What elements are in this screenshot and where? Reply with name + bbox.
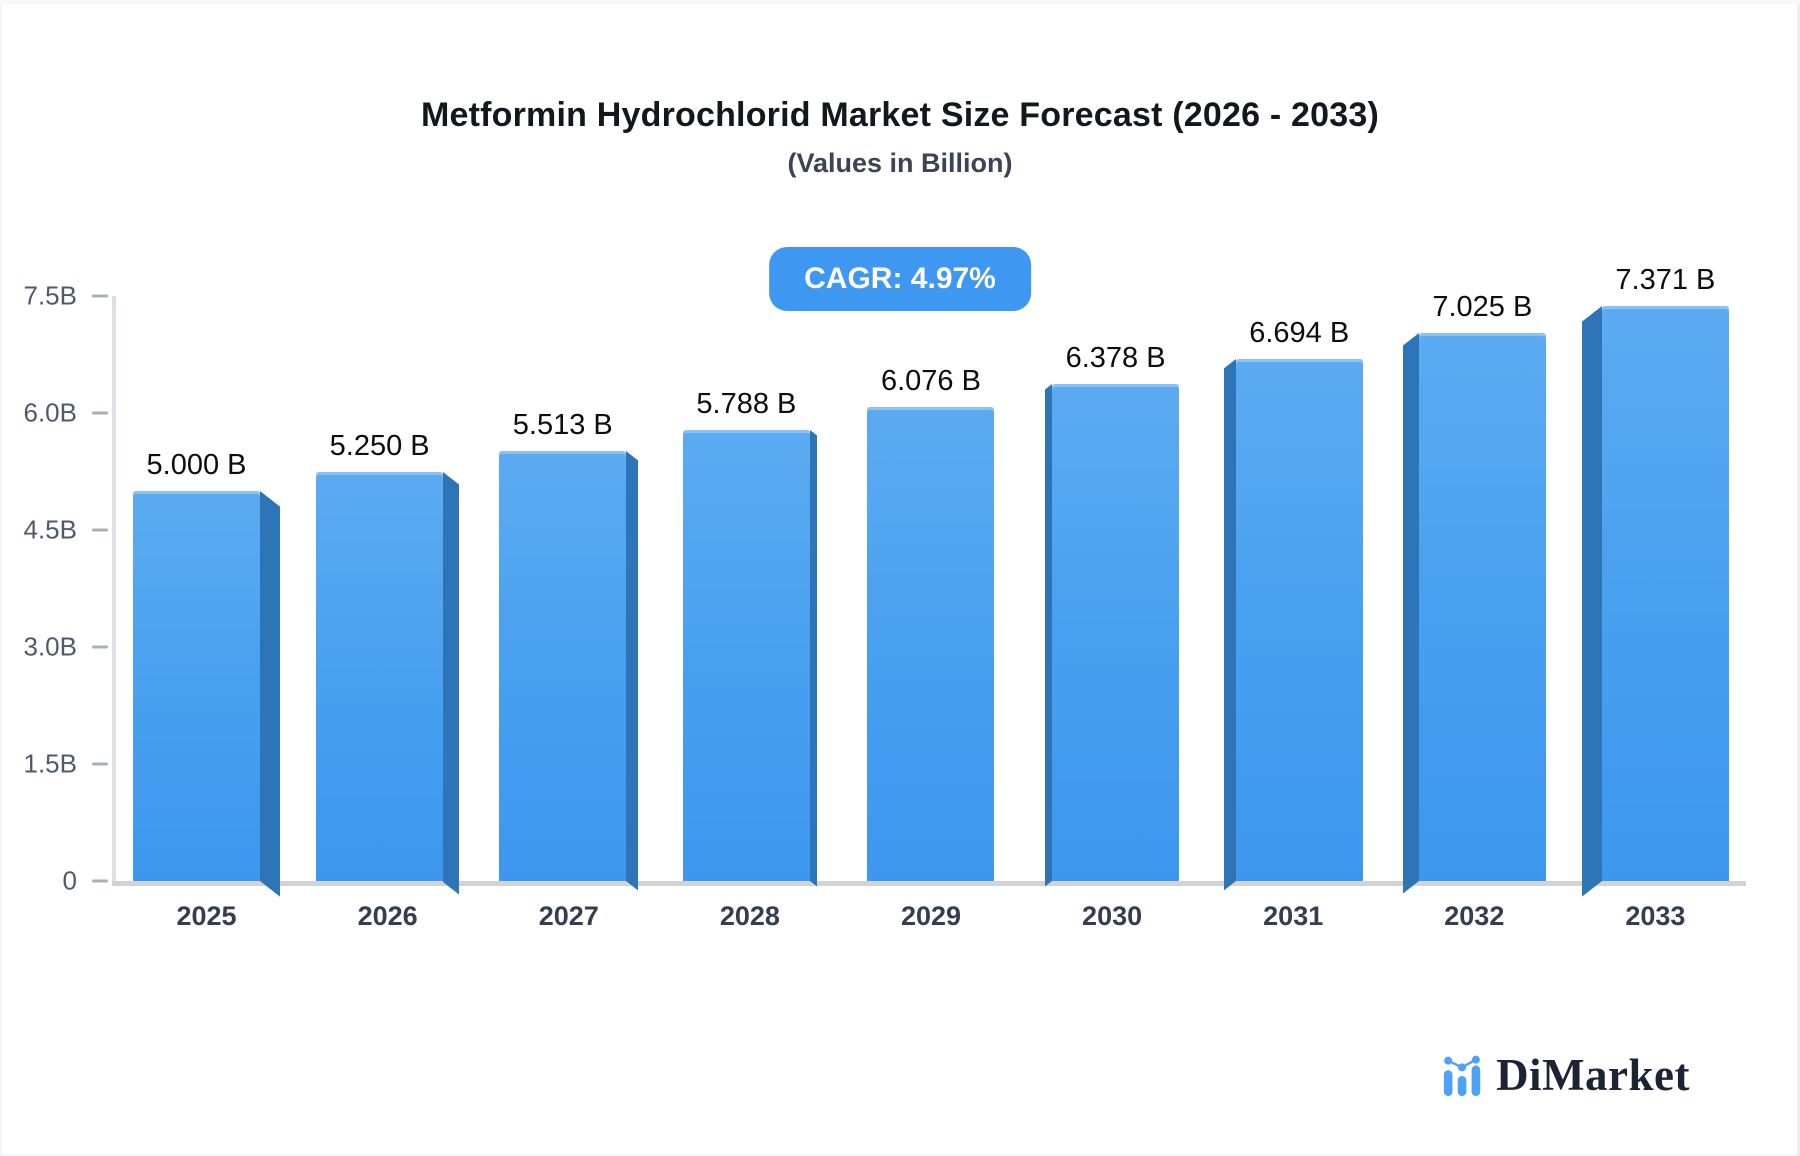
bar-value-label: 5.513 B xyxy=(512,409,613,441)
bar-value-label: 7.371 B xyxy=(1615,264,1716,297)
bar: 5.250 B xyxy=(316,430,460,894)
bar-face: 6.076 B xyxy=(867,365,995,881)
bar-face: 6.378 B xyxy=(1052,342,1180,881)
y-axis: 7.5B 6.0B 4.5B 3.0B 1.5B 0 xyxy=(24,281,1746,896)
x-axis-label: 2032 xyxy=(1444,901,1505,931)
y-axis-tick-mark xyxy=(92,879,108,883)
bar: 6.076 B xyxy=(867,365,995,881)
bar-value-label: 6.378 B xyxy=(1065,341,1166,374)
bar-series: 5.000 B 2025 5.250 B 2026 5.513 B 2027 5.788 B… xyxy=(116,264,1746,931)
y-axis-tick-label: 3.0B xyxy=(23,631,78,662)
y-axis-tick-mark xyxy=(92,762,108,766)
bar-slot: 5.250 B 2026 xyxy=(297,296,478,931)
bar-side-3d xyxy=(1402,333,1419,894)
bar-side-3d xyxy=(1223,358,1236,891)
chart-title: Metformin Hydrochlorid Market Size Forec… xyxy=(420,96,1380,134)
y-axis-tick: 1.5B xyxy=(24,749,117,780)
y-axis-tick-mark xyxy=(92,411,108,415)
bar-side-3d xyxy=(626,451,639,891)
bar: 6.694 B xyxy=(1223,317,1363,891)
plot-area: 7.5B 6.0B 4.5B 3.0B 1.5B 0 5.000 B 2025 5.250 B… xyxy=(24,264,1746,931)
bar: 5.788 B xyxy=(682,388,817,887)
y-axis-tick: 3.0B xyxy=(24,632,117,663)
bar-slot: 5.513 B 2027 xyxy=(478,296,659,931)
bar-face: 7.025 B xyxy=(1418,291,1546,881)
x-axis-label: 2029 xyxy=(900,901,962,931)
y-axis-tick-mark xyxy=(92,294,108,298)
bar-slot: 7.371 B 2033 xyxy=(1565,264,1746,931)
x-axis-baseline xyxy=(112,881,1746,886)
brand-logo: DiMarket xyxy=(1441,1049,1690,1101)
bar-value-label: 5.788 B xyxy=(696,387,797,420)
x-axis-label: 2030 xyxy=(1082,901,1143,931)
bar-face: 7.371 B xyxy=(1601,264,1729,881)
chart-subtitle: (Values in Billion) xyxy=(787,148,1013,178)
bar-slot: 6.378 B 2030 xyxy=(1022,296,1203,931)
y-axis-tick: 0 xyxy=(63,866,116,897)
y-axis-tick: 7.5B xyxy=(24,281,117,312)
bar-side-3d xyxy=(809,429,817,887)
y-axis-tick: 6.0B xyxy=(24,398,117,429)
y-axis-tick-label: 7.5B xyxy=(23,280,78,311)
y-axis-tick-label: 0 xyxy=(62,865,77,896)
bar-slot: 6.694 B 2031 xyxy=(1203,296,1384,931)
x-axis-label: 2026 xyxy=(357,901,418,931)
x-axis-label: 2031 xyxy=(1263,901,1324,931)
bar: 5.513 B xyxy=(499,409,639,891)
bar-slot: 7.025 B 2032 xyxy=(1384,291,1565,931)
bar-face: 6.694 B xyxy=(1235,317,1363,881)
y-axis-tick: 4.5B xyxy=(24,515,117,546)
bar-slot: 6.076 B 2029 xyxy=(840,296,1021,931)
bar: 7.371 B xyxy=(1581,264,1729,897)
bar-value-label: 5.250 B xyxy=(329,429,430,462)
bar-line-chart-icon xyxy=(1443,1055,1481,1097)
x-axis-label: 2033 xyxy=(1625,901,1686,931)
bar-face: 5.250 B xyxy=(316,430,444,881)
bar: 7.025 B xyxy=(1402,291,1546,894)
bar-value-label: 6.076 B xyxy=(880,365,981,398)
bar-side-3d xyxy=(1045,383,1053,887)
bar-side-3d xyxy=(443,471,460,894)
brand-name: DiMarket xyxy=(1496,1050,1690,1100)
x-axis-label: 2028 xyxy=(719,901,780,931)
bar-value-label: 5.000 B xyxy=(146,449,247,481)
y-axis-tick-mark xyxy=(92,528,108,532)
bar-side-3d xyxy=(1581,306,1602,897)
bar-value-label: 6.694 B xyxy=(1249,316,1350,349)
y-axis-tick-label: 6.0B xyxy=(23,397,78,428)
cagr-badge: CAGR: 4.97% xyxy=(769,247,1031,311)
y-axis-tick-mark xyxy=(92,645,108,649)
x-axis-label: 2027 xyxy=(538,901,599,931)
bar-face: 5.788 B xyxy=(682,388,810,881)
y-axis-tick-label: 1.5B xyxy=(23,748,78,779)
bar-side-3d xyxy=(260,491,281,897)
y-axis-tick-label: 4.5B xyxy=(23,514,78,545)
x-axis-label: 2025 xyxy=(176,901,237,931)
bar-slot: 5.000 B 2025 xyxy=(116,296,297,931)
bar-value-label: 7.025 B xyxy=(1432,291,1533,324)
bar-face: 5.000 B xyxy=(133,449,261,881)
bar: 5.000 B xyxy=(133,449,281,897)
bar: 6.378 B xyxy=(1045,342,1180,887)
bar-slot: 5.788 B 2028 xyxy=(659,296,840,931)
bar-face: 5.513 B xyxy=(499,409,627,881)
